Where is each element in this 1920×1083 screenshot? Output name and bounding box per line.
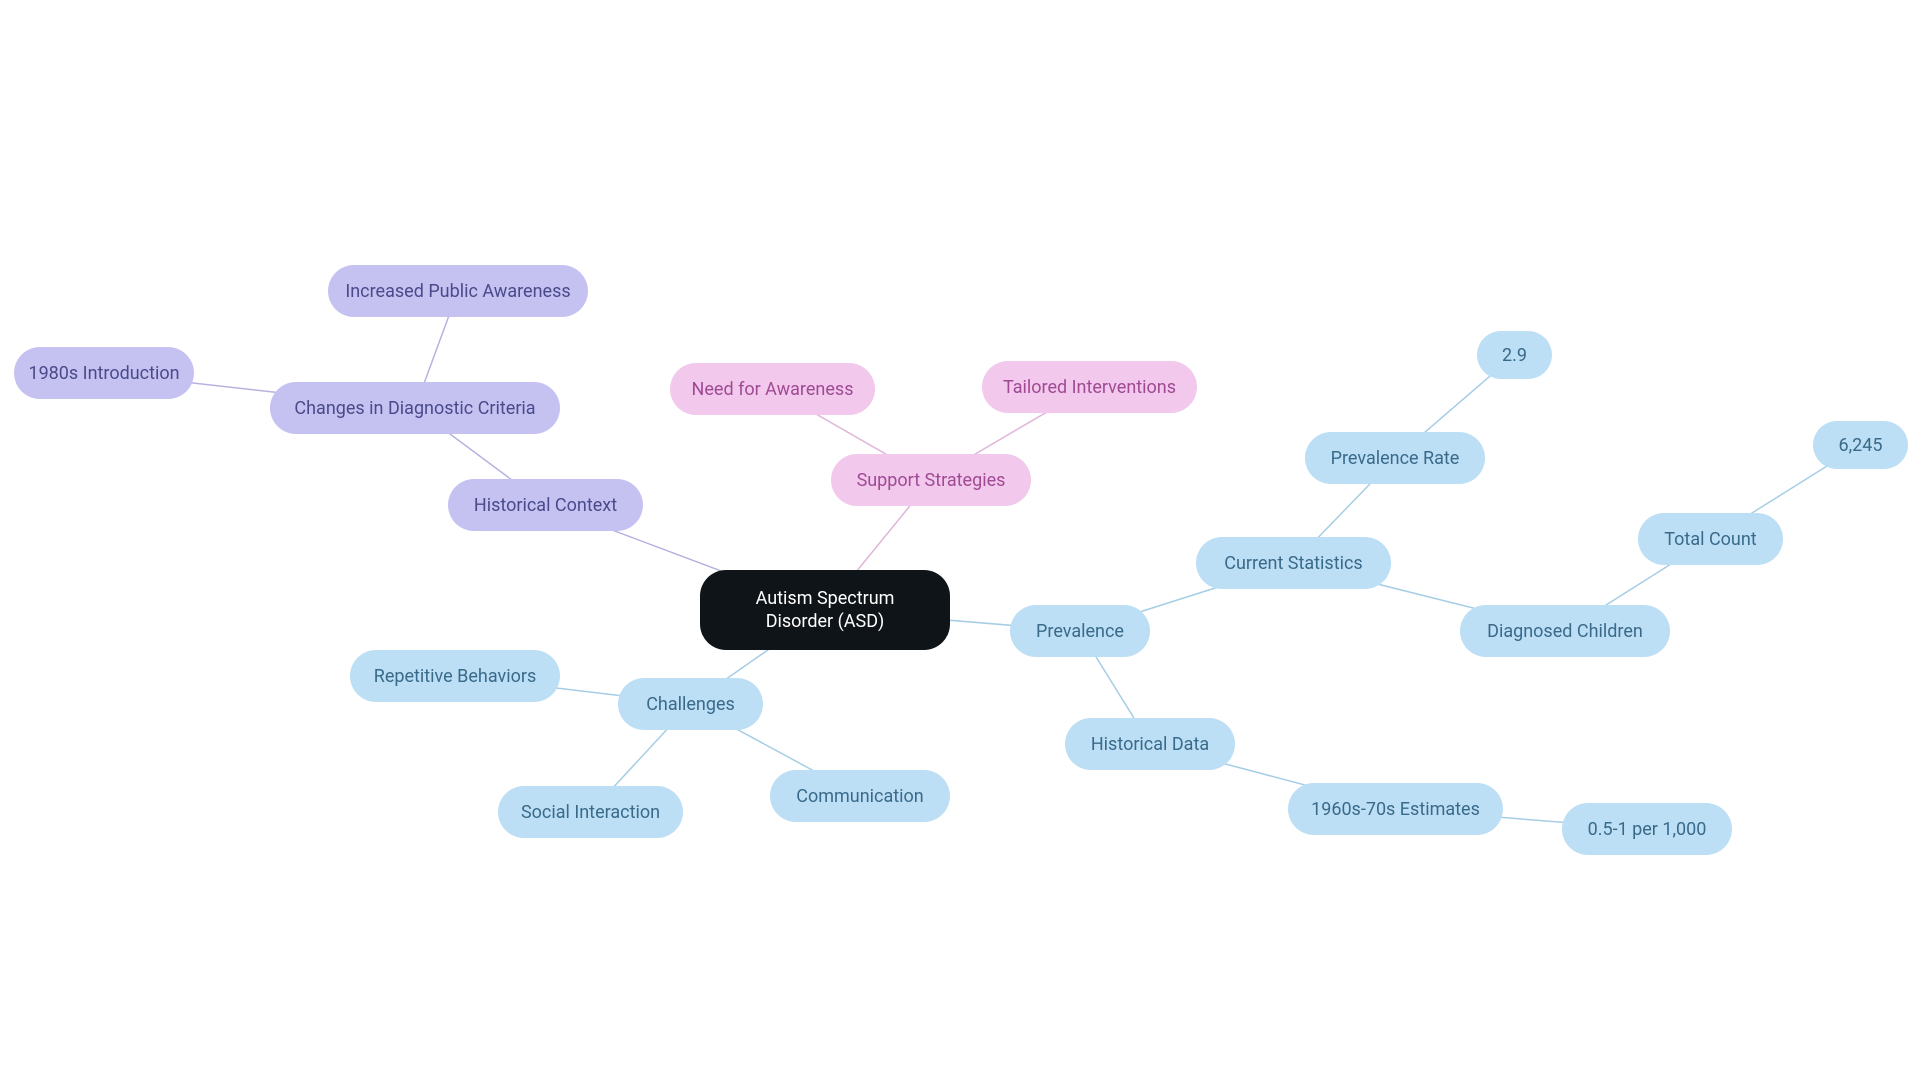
- node-total: Total Count: [1638, 513, 1783, 565]
- node-hist: Historical Context: [448, 479, 643, 531]
- node-comm: Communication: [770, 770, 950, 822]
- node-soc: Social Interaction: [498, 786, 683, 838]
- node-rep: Repetitive Behaviors: [350, 650, 560, 702]
- node-need: Need for Awareness: [670, 363, 875, 415]
- node-diagchild: Diagnosed Children: [1460, 605, 1670, 657]
- node-intro: 1980s Introduction: [14, 347, 194, 399]
- node-diag: Changes in Diagnostic Criteria: [270, 382, 560, 434]
- node-root: Autism Spectrum Disorder (ASD): [700, 570, 950, 650]
- node-rate: Prevalence Rate: [1305, 432, 1485, 484]
- node-tailored: Tailored Interventions: [982, 361, 1197, 413]
- node-est: 1960s-70s Estimates: [1288, 783, 1503, 835]
- node-histdata: Historical Data: [1065, 718, 1235, 770]
- node-aware: Increased Public Awareness: [328, 265, 588, 317]
- node-num6245: 6,245: [1813, 421, 1908, 469]
- node-num29: 2.9: [1477, 331, 1552, 379]
- diagram-edges: [0, 0, 1920, 1083]
- node-support: Support Strategies: [831, 454, 1031, 506]
- node-curr: Current Statistics: [1196, 537, 1391, 589]
- node-chal: Challenges: [618, 678, 763, 730]
- node-per1000: 0.5-1 per 1,000: [1562, 803, 1732, 855]
- node-prev: Prevalence: [1010, 605, 1150, 657]
